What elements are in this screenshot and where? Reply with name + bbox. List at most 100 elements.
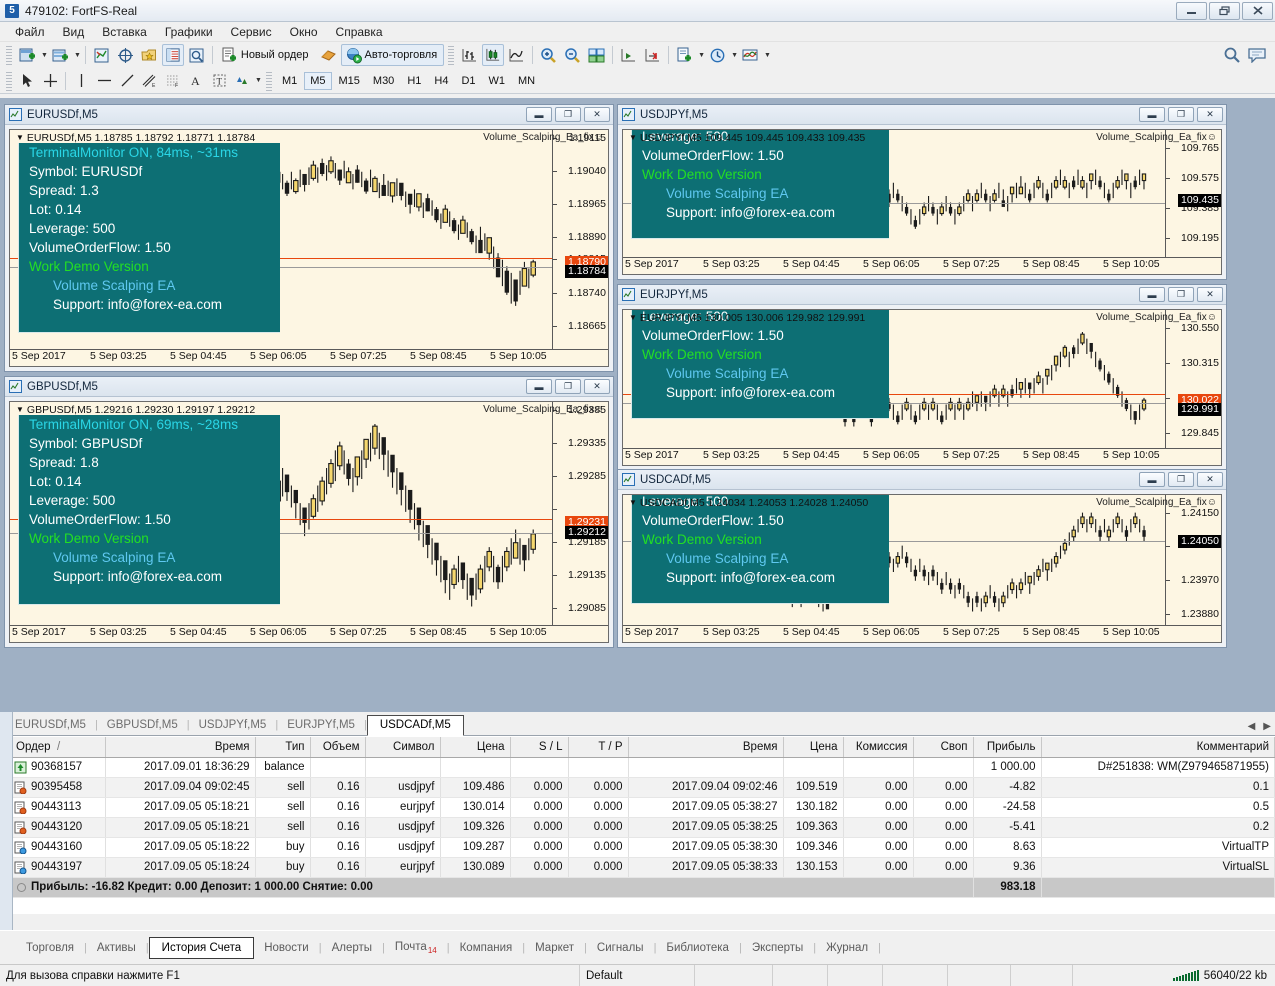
chart-window-eurjpy[interactable]: EURJPYf,M5 ▬ ❐ ✕ ▼ EURJPYf,M5 130.005 130…	[617, 284, 1227, 471]
chart-plot-usdcad[interactable]: ▼ USDCADf,M5 1.24034 1.24053 1.24028 1.24…	[622, 494, 1222, 643]
tab-experts[interactable]: Эксперты	[751, 941, 804, 954]
toolbar-grip[interactable]	[6, 45, 12, 65]
toolbar-grip[interactable]	[6, 70, 12, 91]
arrows-icon[interactable]	[231, 70, 253, 92]
zoom-out-icon[interactable]	[561, 44, 584, 66]
table-row[interactable]: 90443120 2017.09.05 05:18:21 sell 0.16 u…	[11, 817, 1275, 838]
shift-chart-icon[interactable]	[617, 44, 640, 66]
tab-mailbox[interactable]: Почта14	[394, 940, 437, 955]
bar-chart-icon[interactable]	[458, 44, 481, 66]
column-swap[interactable]: Своп	[913, 737, 974, 758]
crosshair-icon[interactable]	[39, 70, 61, 92]
toolbar-grip[interactable]	[265, 70, 272, 91]
timeframe-h4[interactable]: H4	[434, 74, 449, 87]
menu-item-file[interactable]: Файл	[15, 24, 45, 39]
menu-item-insert[interactable]: Вставка	[102, 24, 147, 39]
chart-maximize-button[interactable]: ❐	[1168, 287, 1194, 302]
timeframe-m5[interactable]: M5	[304, 71, 332, 90]
market-watch-icon[interactable]	[90, 44, 113, 66]
column-time-close[interactable]: Время	[628, 737, 784, 758]
chart-minimize-button[interactable]: ▬	[1139, 287, 1165, 302]
minimize-button[interactable]	[1176, 2, 1207, 20]
line-chart-icon[interactable]	[505, 44, 528, 66]
chart-maximize-button[interactable]: ❐	[555, 379, 581, 394]
horizontal-line-icon[interactable]	[93, 70, 115, 92]
column-sl[interactable]: S / L	[510, 737, 569, 758]
column-tp[interactable]: T / P	[568, 737, 629, 758]
chart-plot-eurusd[interactable]: ▼ EURUSDf,M5 1.18785 1.18792 1.18771 1.18…	[9, 129, 609, 367]
close-button[interactable]	[1242, 2, 1273, 20]
table-row[interactable]: 90443160 2017.09.05 05:18:22 buy 0.16 us…	[11, 837, 1275, 858]
chart-minimize-button[interactable]: ▬	[526, 379, 552, 394]
chart-window-usdcad[interactable]: USDCADf,M5 ▬ ❐ ✕ ▼ USDCADf,M5 1.24034 1.2…	[617, 469, 1227, 648]
table-row[interactable]: 90368157 2017.09.01 18:36:29 balance 1 0…	[11, 757, 1275, 778]
autotrading-button[interactable]: Авто-торговля	[340, 44, 445, 66]
restore-button[interactable]	[1209, 2, 1240, 20]
new-chart-icon[interactable]	[16, 44, 39, 66]
chart-tab-eurjpy[interactable]: EURJPYf,M5	[287, 719, 355, 731]
tab-company[interactable]: Компания	[459, 941, 513, 954]
timeframe-mn[interactable]: MN	[518, 74, 536, 87]
menu-item-view[interactable]: Вид	[62, 24, 85, 39]
timeframe-m1[interactable]: M1	[281, 74, 298, 87]
table-row[interactable]: 90443113 2017.09.05 05:18:21 sell 0.16 e…	[11, 797, 1275, 818]
column-commission[interactable]: Комиссия	[843, 737, 914, 758]
chart-window-usdjpy[interactable]: USDJPYf,M5 ▬ ❐ ✕ ▼ USDJPYf,M5 109.445 109…	[617, 104, 1227, 280]
chart-close-button[interactable]: ✕	[1197, 472, 1223, 487]
metaeditor-icon[interactable]	[317, 44, 340, 66]
tab-alerts[interactable]: Алерты	[331, 941, 373, 954]
vertical-line-icon[interactable]	[70, 70, 92, 92]
tab-library[interactable]: Библиотека	[666, 941, 729, 954]
terminal-icon[interactable]	[161, 44, 184, 66]
text-label-icon[interactable]: T	[208, 70, 230, 92]
chat-icon[interactable]	[1245, 44, 1269, 66]
timeframe-m30[interactable]: M30	[372, 74, 395, 87]
chart-maximize-button[interactable]: ❐	[1168, 472, 1194, 487]
timeframe-m15[interactable]: M15	[338, 74, 360, 87]
column-comment[interactable]: Комментарий	[1041, 737, 1275, 758]
tab-journal[interactable]: Журнал	[826, 941, 869, 954]
chart-close-button[interactable]: ✕	[1197, 107, 1223, 122]
new-order-button[interactable]: Новый ордер	[217, 44, 316, 66]
arrows-dropdown-icon[interactable]: ▼	[255, 77, 262, 84]
timeframe-w1[interactable]: W1	[488, 74, 506, 87]
profiles-icon[interactable]	[49, 44, 72, 66]
chart-window-gbpusd[interactable]: GBPUSDf,M5 ▬ ❐ ✕ ▼ GBPUSDf,M5 1.29216 1.2…	[4, 376, 614, 648]
toolbar-grip[interactable]	[448, 45, 455, 65]
column-type[interactable]: Тип	[255, 737, 311, 758]
menu-item-help[interactable]: Справка	[335, 24, 383, 39]
tab-scroll-right-icon[interactable]: ▶	[1263, 721, 1271, 732]
menu-item-charts[interactable]: Графики	[164, 24, 213, 39]
column-order[interactable]: Ордер /	[11, 737, 106, 758]
navigator-icon[interactable]	[138, 44, 161, 66]
column-price-open[interactable]: Цена	[440, 737, 511, 758]
chart-plot-gbpusd[interactable]: ▼ GBPUSDf,M5 1.29216 1.29230 1.29197 1.29…	[9, 401, 609, 643]
period-clock-icon[interactable]	[706, 44, 729, 66]
chart-tab-gbpusd[interactable]: GBPUSDf,M5	[106, 719, 178, 731]
chart-tab-usdjpy[interactable]: USDJPYf,M5	[198, 719, 267, 731]
autoscroll-icon[interactable]	[641, 44, 664, 66]
timeframe-h1[interactable]: H1	[407, 74, 422, 87]
table-row[interactable]: 90395458 2017.09.04 09:02:45 sell 0.16 u…	[11, 777, 1275, 798]
chart-minimize-button[interactable]: ▬	[1139, 107, 1165, 122]
column-time-open[interactable]: Время	[105, 737, 256, 758]
period-dropdown-icon[interactable]: ▼	[731, 51, 739, 59]
tab-news[interactable]: Новости	[264, 941, 309, 954]
tab-signals[interactable]: Сигналы	[596, 941, 644, 954]
tab-account-history[interactable]: История Счета	[148, 936, 255, 959]
templates-dropdown-icon[interactable]: ▼	[698, 51, 706, 59]
fibonacci-icon[interactable]: F	[162, 70, 184, 92]
tab-exposure[interactable]: Активы	[96, 941, 136, 954]
chart-window-eurusd[interactable]: EURUSDf,M5 ▬ ❐ ✕ ▼ EURUSDf,M5 1.18785 1.1…	[4, 104, 614, 372]
candlestick-chart-icon[interactable]	[482, 44, 505, 66]
menu-item-window[interactable]: Окно	[289, 24, 318, 39]
chart-maximize-button[interactable]: ❐	[555, 107, 581, 122]
timeframe-d1[interactable]: D1	[461, 74, 476, 87]
profiles-dropdown-icon[interactable]: ▼	[73, 51, 81, 59]
new-chart-dropdown-icon[interactable]: ▼	[41, 51, 48, 59]
chart-close-button[interactable]: ✕	[1197, 287, 1223, 302]
data-window-icon[interactable]	[114, 44, 137, 66]
search-icon[interactable]	[1220, 44, 1244, 66]
tile-windows-icon[interactable]	[585, 44, 608, 66]
chart-close-button[interactable]: ✕	[584, 107, 610, 122]
